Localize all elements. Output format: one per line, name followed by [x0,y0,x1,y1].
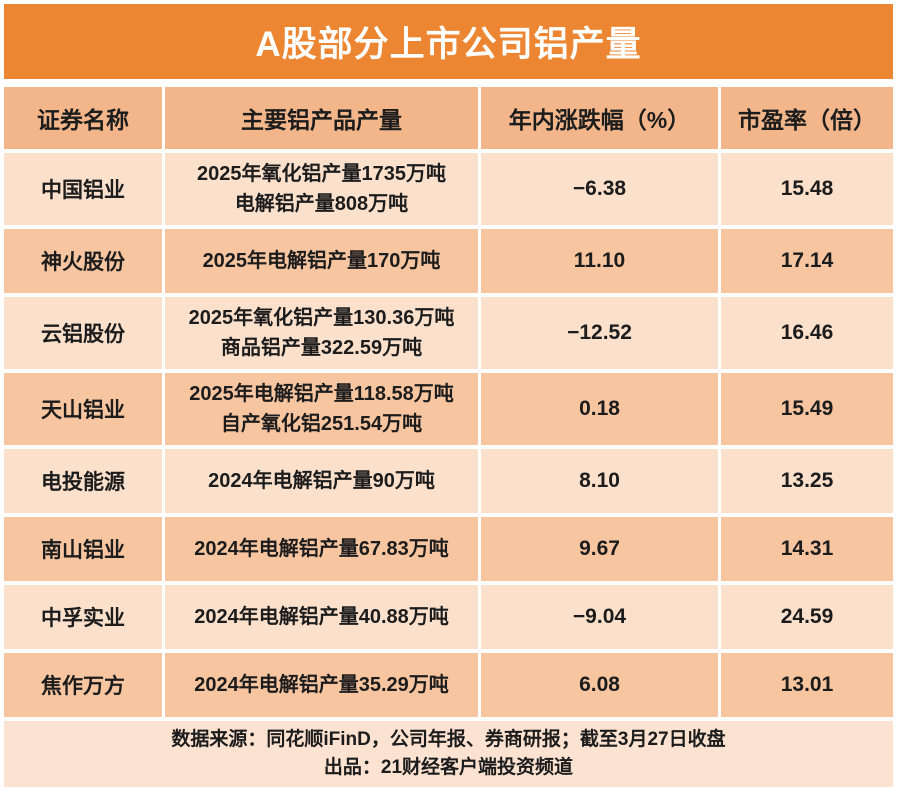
pe-cell: 17.14 [721,229,893,293]
header-ytd-change: 年内涨跌幅（%） [481,87,718,149]
pe-cell: 15.48 [721,153,893,225]
header-security-name: 证券名称 [4,87,162,149]
change-cell: 6.08 [481,653,718,717]
product-cell: 2024年电解铝产量90万吨 [165,449,478,513]
product-cell: 2024年电解铝产量67.83万吨 [165,517,478,581]
aluminum-table: 证券名称 主要铝产品产量 年内涨跌幅（%） 市盈率（倍） 中国铝业 2025年氧… [4,87,893,717]
product-cell: 2025年电解铝产量170万吨 [165,229,478,293]
table-row: 神火股份 2025年电解铝产量170万吨 11.10 17.14 [4,229,893,293]
change-cell: 0.18 [481,373,718,445]
pe-cell: 15.49 [721,373,893,445]
product-cell: 2025年电解铝产量118.58万吨 自产氧化铝251.54万吨 [165,373,478,445]
pe-cell: 16.46 [721,297,893,369]
product-line: 2025年电解铝产量118.58万吨 [189,383,454,405]
pe-cell: 13.01 [721,653,893,717]
product-line: 商品铝产量322.59万吨 [220,337,423,359]
pe-cell: 14.31 [721,517,893,581]
company-name-cell: 电投能源 [4,449,162,513]
change-cell: 8.10 [481,449,718,513]
product-cell: 2024年电解铝产量35.29万吨 [165,653,478,717]
table-row: 焦作万方 2024年电解铝产量35.29万吨 6.08 13.01 [4,653,893,717]
company-name-cell: 云铝股份 [4,297,162,369]
pe-cell: 24.59 [721,585,893,649]
title-banner: A股部分上市公司铝产量 [4,4,893,79]
table-row: 云铝股份 2025年氧化铝产量130.36万吨 商品铝产量322.59万吨 −1… [4,297,893,369]
footer-notes: 数据来源：同花顺iFinD，公司年报、券商研报；截至3月27日收盘 出品：21财… [4,721,893,787]
table-row: 中国铝业 2025年氧化铝产量1735万吨 电解铝产量808万吨 −6.38 1… [4,153,893,225]
company-name-cell: 中孚实业 [4,585,162,649]
table-row: 南山铝业 2024年电解铝产量67.83万吨 9.67 14.31 [4,517,893,581]
header-pe-ratio: 市盈率（倍） [721,87,893,149]
company-name-cell: 焦作万方 [4,653,162,717]
product-line: 2025年氧化铝产量1735万吨 [197,163,446,185]
product-cell: 2025年氧化铝产量130.36万吨 商品铝产量322.59万吨 [165,297,478,369]
change-cell: −12.52 [481,297,718,369]
product-line: 2025年氧化铝产量130.36万吨 [188,307,455,329]
product-line: 2024年电解铝产量67.83万吨 [194,538,449,560]
product-line: 2024年电解铝产量90万吨 [208,470,435,492]
product-line: 2024年电解铝产量40.88万吨 [194,606,449,628]
change-cell: 11.10 [481,229,718,293]
company-name-cell: 中国铝业 [4,153,162,225]
company-name-cell: 天山铝业 [4,373,162,445]
table-row: 天山铝业 2025年电解铝产量118.58万吨 自产氧化铝251.54万吨 0.… [4,373,893,445]
product-line: 电解铝产量808万吨 [234,193,409,215]
header-product-output: 主要铝产品产量 [165,87,478,149]
product-cell: 2025年氧化铝产量1735万吨 电解铝产量808万吨 [165,153,478,225]
product-line: 2025年电解铝产量170万吨 [202,250,441,272]
company-name-cell: 神火股份 [4,229,162,293]
product-line: 2024年电解铝产量35.29万吨 [194,674,449,696]
table-header-row: 证券名称 主要铝产品产量 年内涨跌幅（%） 市盈率（倍） [4,87,893,149]
data-source-note: 数据来源：同花顺iFinD，公司年报、券商研报；截至3月27日收盘 [171,729,726,750]
change-cell: −9.04 [481,585,718,649]
change-cell: −6.38 [481,153,718,225]
producer-note: 出品：21财经客户端投资频道 [323,757,574,778]
company-name-cell: 南山铝业 [4,517,162,581]
product-cell: 2024年电解铝产量40.88万吨 [165,585,478,649]
product-line: 自产氧化铝251.54万吨 [220,413,423,435]
table-row: 电投能源 2024年电解铝产量90万吨 8.10 13.25 [4,449,893,513]
change-cell: 9.67 [481,517,718,581]
page-title: A股部分上市公司铝产量 [255,25,642,64]
pe-cell: 13.25 [721,449,893,513]
table-row: 中孚实业 2024年电解铝产量40.88万吨 −9.04 24.59 [4,585,893,649]
